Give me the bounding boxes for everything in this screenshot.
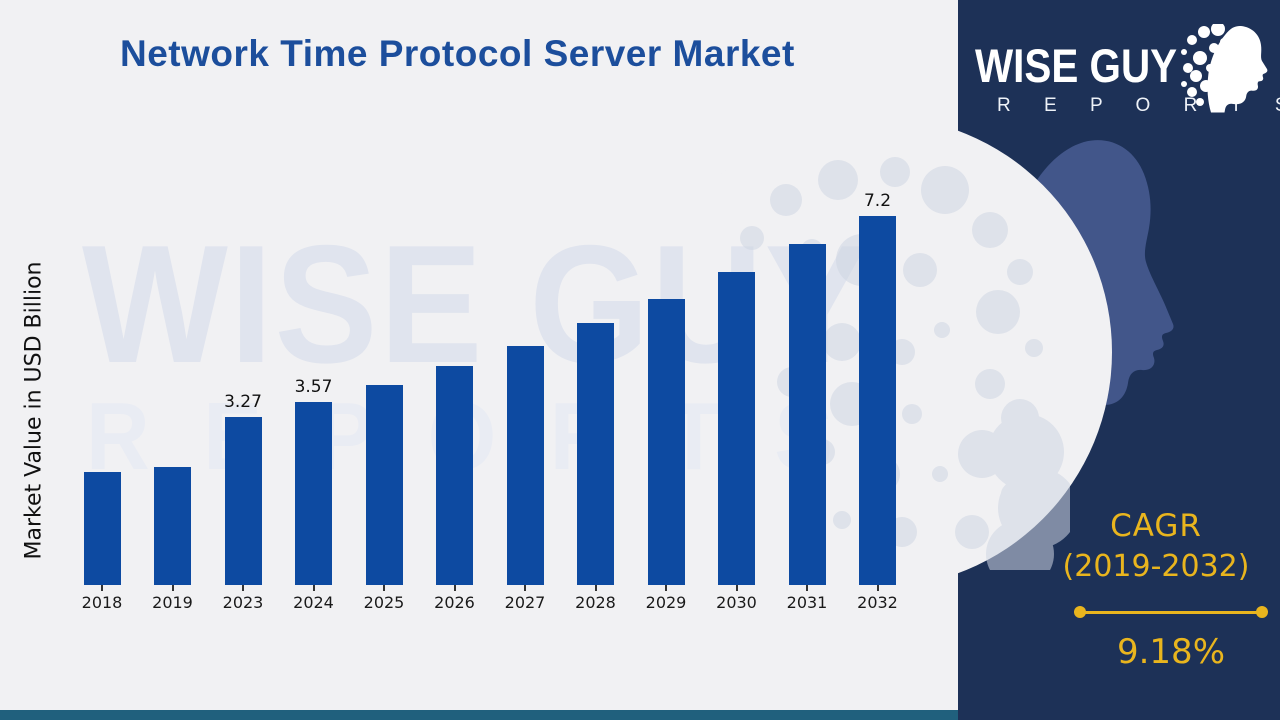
page-title: Network Time Protocol Server Market bbox=[120, 33, 795, 74]
x-axis-tick bbox=[453, 585, 456, 591]
bar-value-label-2023: 3.27 bbox=[224, 392, 262, 412]
x-tick-label-2025: 2025 bbox=[363, 593, 405, 612]
x-axis-tick bbox=[242, 585, 244, 591]
bar-2018 bbox=[83, 472, 121, 585]
x-tick-label-2031: 2031 bbox=[786, 593, 828, 612]
divider-line bbox=[1079, 611, 1263, 614]
bar-value-label-2024: 3.57 bbox=[294, 377, 333, 397]
bar-chart: Market Value in USD Billion 2018 2019 2023… bbox=[21, 191, 898, 612]
cagr-period: (2019-2032) bbox=[1062, 549, 1250, 584]
x-axis-tick bbox=[312, 585, 315, 591]
logo-wordmark: WISE GUY bbox=[975, 39, 1178, 92]
bar-value-label-2032: 7.2 bbox=[863, 191, 892, 211]
x-axis-tick bbox=[383, 585, 385, 591]
x-axis-tick bbox=[101, 585, 103, 591]
x-tick-label-2030: 2030 bbox=[716, 593, 757, 612]
cagr-divider bbox=[1074, 606, 1268, 618]
bar-2019 bbox=[154, 467, 191, 585]
logo-head-icon bbox=[1181, 24, 1268, 113]
x-tick-label-2032: 2032 bbox=[857, 593, 898, 612]
divider-dot-right bbox=[1256, 606, 1268, 618]
bar-2026 bbox=[436, 366, 473, 585]
x-tick-label-2019: 2019 bbox=[152, 593, 193, 612]
bar-2032 bbox=[859, 216, 896, 585]
x-axis-tick bbox=[171, 585, 174, 591]
x-axis-tick bbox=[524, 585, 526, 591]
x-tick-label-2018: 2018 bbox=[81, 593, 123, 612]
bar-2027 bbox=[506, 346, 544, 585]
x-axis-tick bbox=[876, 585, 879, 591]
bar-2029 bbox=[647, 299, 685, 585]
bar-2024 bbox=[295, 402, 332, 585]
x-tick-label-2023: 2023 bbox=[222, 593, 264, 612]
x-axis-tick bbox=[665, 585, 667, 591]
x-tick-label-2024: 2024 bbox=[293, 593, 334, 612]
x-tick-label-2029: 2029 bbox=[645, 593, 687, 612]
bar-2028 bbox=[577, 323, 614, 585]
x-axis-tick bbox=[594, 585, 597, 591]
bar-2030 bbox=[718, 272, 755, 585]
bar-2023 bbox=[224, 417, 262, 585]
bar-2031 bbox=[788, 244, 826, 585]
bottom-accent-bar bbox=[0, 710, 1280, 720]
cagr-value: 9.18% bbox=[1116, 632, 1225, 672]
x-tick-label-2027: 2027 bbox=[504, 593, 546, 612]
cagr-label: CAGR bbox=[1110, 508, 1202, 544]
cagr-block: CAGR (2019-2032) 9.18% bbox=[1040, 508, 1272, 672]
bar-2025 bbox=[365, 385, 403, 585]
x-tick-label-2028: 2028 bbox=[575, 593, 616, 612]
x-axis-tick bbox=[735, 585, 738, 591]
x-axis-tick bbox=[806, 585, 808, 591]
x-tick-label-2026: 2026 bbox=[434, 593, 475, 612]
y-axis-label: Market Value in USD Billion bbox=[21, 261, 47, 560]
